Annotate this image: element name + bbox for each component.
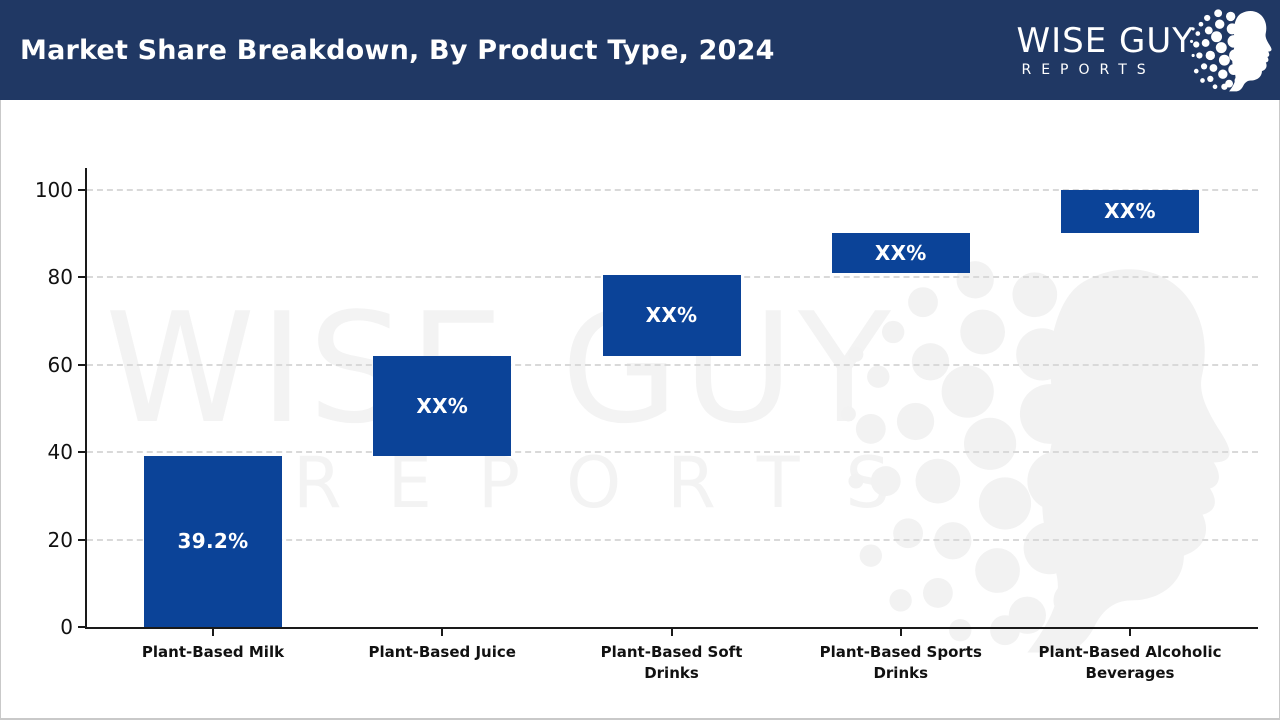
page-title: Market Share Breakdown, By Product Type,…	[20, 34, 775, 66]
x-category-label: Plant-Based Alcoholic Beverages	[1015, 642, 1245, 684]
y-tick-label: 20	[47, 527, 73, 552]
x-category-label: Plant-Based Juice	[327, 642, 557, 663]
x-category-label: Plant-Based Sports Drinks	[786, 642, 1016, 684]
bar-value-label: 39.2%	[177, 529, 249, 554]
logo-subtitle-text: REPORTS	[1021, 61, 1156, 78]
gridline	[87, 538, 1258, 541]
x-tick-mark	[670, 629, 673, 636]
bar: XX%	[1061, 189, 1199, 234]
x-category-label-text: Plant-Based Milk	[141, 643, 285, 661]
x-category-label: Plant-Based Soft Drinks	[557, 642, 787, 684]
bar-value-label: XX%	[1104, 199, 1156, 224]
x-tick-mark	[899, 629, 902, 636]
logo-text: WISE GUY REPORTS	[1016, 23, 1194, 78]
y-tick-label: 100	[34, 177, 73, 202]
bar: 39.2%	[144, 455, 282, 627]
x-tick-mark	[441, 629, 444, 636]
y-axis-line	[85, 168, 87, 629]
y-tick-mark	[78, 538, 86, 541]
dotted-head-icon	[1190, 3, 1276, 97]
gridline	[87, 188, 1258, 191]
y-tick-mark	[78, 276, 86, 278]
x-tick-mark	[1129, 629, 1131, 636]
y-tick-mark	[78, 188, 86, 191]
x-tick-mark	[212, 629, 214, 636]
x-category-label: Plant-Based Milk	[98, 642, 328, 663]
y-tick-label: 0	[60, 615, 73, 639]
y-tick-mark	[78, 363, 86, 366]
bar-value-label: XX%	[645, 303, 698, 328]
x-axis-line	[85, 627, 1258, 629]
chart-canvas: WISE GUY REPORTS 0 20 40 60 80 100 39.2% Plant-…	[0, 100, 1280, 720]
gridline	[87, 451, 1258, 453]
x-category-label-text: Plant-Based Soft Drinks	[600, 643, 743, 682]
bar: XX%	[602, 274, 741, 356]
waterfall-chart: 0 20 40 60 80 100 39.2% Plant-Based Milk XX% Plan…	[1, 100, 1279, 718]
x-category-label-text: Plant-Based Juice	[368, 643, 516, 661]
bar-value-label: XX%	[874, 240, 927, 265]
bar-value-label: XX%	[416, 393, 469, 418]
x-category-label-text: Plant-Based Sports Drinks	[819, 643, 982, 682]
gridline	[87, 363, 1258, 366]
y-tick-label: 40	[47, 440, 73, 464]
header-banner: Market Share Breakdown, By Product Type,…	[0, 0, 1280, 100]
bar: XX%	[373, 355, 512, 456]
wise-guy-reports-logo: WISE GUY REPORTS	[1016, 3, 1280, 97]
y-tick-label: 80	[47, 265, 73, 289]
y-tick-mark	[78, 451, 86, 453]
x-category-label-text: Plant-Based Alcoholic Beverages	[1038, 643, 1222, 682]
logo-brand-text: WISE GUY	[1016, 20, 1194, 61]
y-tick-label: 60	[47, 352, 73, 377]
bar: XX%	[831, 233, 970, 273]
y-tick-mark	[78, 626, 86, 628]
